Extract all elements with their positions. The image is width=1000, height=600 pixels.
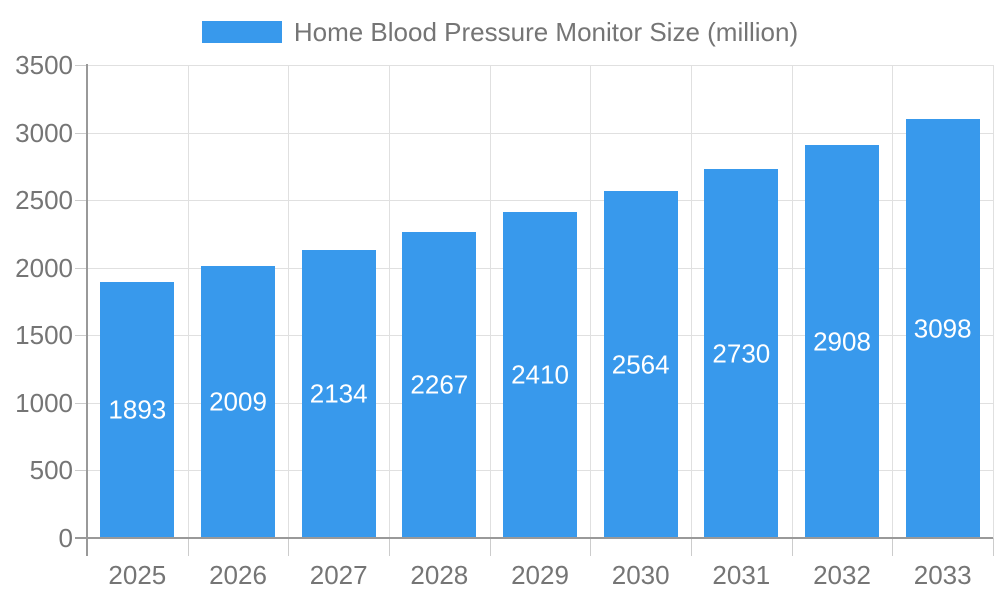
- bar-2026[interactable]: [201, 266, 275, 537]
- bar-value-label: 3098: [913, 313, 972, 344]
- y-axis-label: 1500: [15, 320, 73, 351]
- x-axis-tick: [993, 538, 994, 556]
- y-axis-label: 3000: [15, 117, 73, 148]
- x-axis-tick: [892, 538, 893, 556]
- x-axis-tick: [389, 538, 390, 556]
- bar-value-label: 2730: [712, 338, 771, 369]
- bar-value-label: 1893: [108, 394, 167, 425]
- x-axis-label: 2028: [410, 560, 469, 590]
- x-gridline: [288, 65, 289, 538]
- y-axis-label: 2500: [15, 185, 73, 216]
- y-axis-tick: [75, 267, 87, 269]
- x-axis-tick: [288, 538, 289, 556]
- x-gridline: [691, 65, 692, 538]
- bar-2032[interactable]: [805, 145, 879, 537]
- x-axis-label: 2027: [309, 560, 368, 590]
- x-axis-label: 2030: [611, 560, 670, 590]
- y-axis-tick: [75, 470, 87, 472]
- y-axis-line: [86, 64, 88, 556]
- bar-value-label: 2410: [511, 359, 569, 390]
- bar-2033[interactable]: [905, 119, 980, 537]
- y-axis-label: 2000: [15, 252, 73, 283]
- x-axis-label: 2025: [108, 560, 167, 590]
- y-axis-tick: [75, 402, 87, 404]
- x-axis-tick: [590, 538, 591, 556]
- x-gridline: [389, 65, 390, 538]
- x-axis-tick: [792, 538, 793, 556]
- x-gridline: [188, 65, 189, 538]
- x-axis-label: 2026: [209, 560, 267, 590]
- plot-area: 0 500 1000 1500 2000 2500 3000 3500 1893 2025 2009…: [15, 50, 994, 590]
- bar-value-label: 2908: [813, 326, 871, 356]
- bar-value-label: 2564: [611, 349, 670, 380]
- bar-2031[interactable]: [704, 169, 779, 537]
- bar-value-label: 2134: [309, 378, 368, 409]
- y-axis-tick: [75, 335, 87, 337]
- x-gridline: [792, 65, 793, 538]
- x-axis-label: 2033: [913, 560, 972, 590]
- legend-label: Home Blood Pressure Monitor Size (millio…: [293, 17, 799, 47]
- x-axis-label: 2032: [813, 560, 871, 590]
- y-axis-label: 1000: [15, 387, 73, 418]
- x-gridline: [490, 65, 491, 538]
- y-axis-tick: [75, 200, 87, 202]
- legend-swatch: [201, 21, 282, 43]
- x-axis-line: [75, 537, 993, 539]
- bar-2025[interactable]: [100, 282, 175, 537]
- bar-2027[interactable]: [301, 249, 376, 537]
- bar-2030[interactable]: [603, 191, 678, 537]
- y-gridline: [87, 65, 993, 66]
- y-axis-label: 500: [29, 455, 73, 486]
- x-gridline: [993, 65, 994, 538]
- bar-value-label: 2009: [209, 386, 267, 417]
- x-axis-tick: [188, 538, 189, 556]
- x-axis-label: 2029: [511, 560, 569, 590]
- y-gridline: [87, 200, 993, 202]
- y-axis-tick: [75, 65, 87, 66]
- y-axis-label: 0: [58, 523, 73, 553]
- x-axis-tick: [490, 538, 491, 556]
- x-gridline: [892, 65, 893, 538]
- bar-2028[interactable]: [402, 231, 477, 537]
- x-axis-tick: [691, 538, 692, 556]
- x-gridline: [590, 65, 591, 538]
- bar-value-label: 2267: [410, 369, 469, 400]
- x-axis-label: 2031: [712, 560, 771, 590]
- bar-2029[interactable]: [503, 212, 577, 537]
- y-axis-tick: [75, 132, 87, 134]
- y-axis-label: 3500: [15, 50, 73, 80]
- chart-legend[interactable]: Home Blood Pressure Monitor Size (millio…: [0, 17, 1000, 47]
- y-gridline: [87, 132, 993, 134]
